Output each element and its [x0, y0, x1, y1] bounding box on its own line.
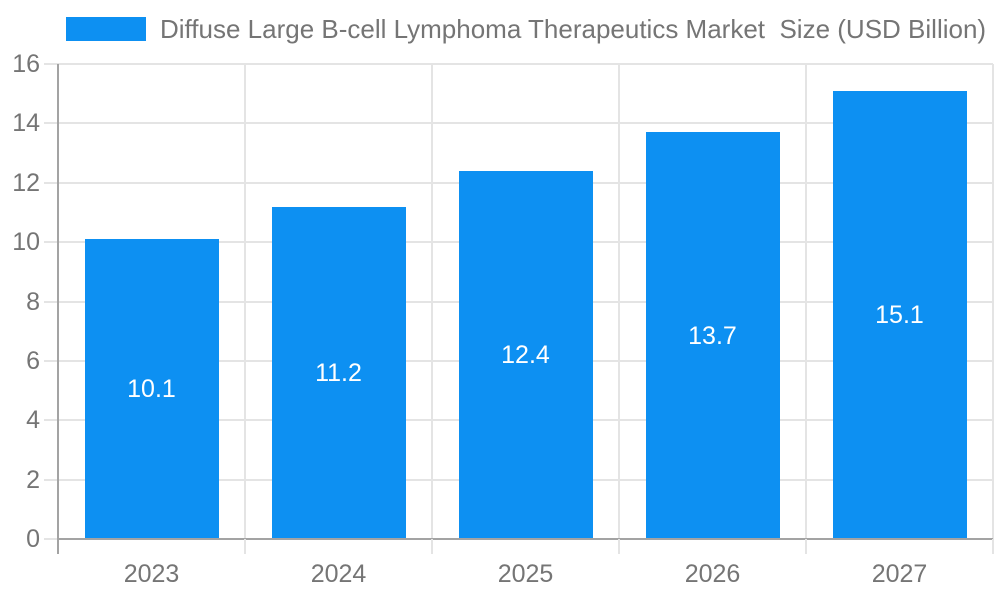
y-axis-tick-label: 2 [26, 465, 40, 494]
x-tick-mark [244, 539, 246, 554]
y-tick-mark [44, 241, 58, 244]
x-axis-tick-label: 2023 [123, 560, 180, 588]
y-tick-mark [44, 538, 58, 540]
h-gridline [58, 122, 993, 125]
bar-value-label: 13.7 [688, 321, 737, 350]
y-axis-tick-label: 14 [12, 109, 40, 138]
v-gridline [431, 64, 433, 539]
bar-value-label: 15.1 [875, 300, 924, 329]
h-gridline [58, 63, 993, 65]
x-tick-mark [618, 539, 620, 554]
bar-2026[interactable]: 13.7 [645, 132, 780, 539]
y-tick-mark [44, 181, 58, 184]
v-gridline [618, 64, 620, 539]
y-axis-tick-label: 6 [26, 346, 40, 375]
x-tick-mark [431, 539, 433, 554]
y-axis-tick-label: 12 [12, 168, 40, 197]
y-tick-mark [44, 122, 58, 125]
bar-2025[interactable]: 12.4 [458, 170, 593, 539]
x-axis-tick-label: 2026 [684, 560, 741, 588]
x-tick-mark [805, 539, 807, 554]
x-axis-line [58, 538, 993, 540]
v-gridline [992, 64, 994, 539]
v-gridline [805, 64, 807, 539]
legend-item[interactable]: Diffuse Large B-cell Lymphoma Therapeuti… [66, 14, 986, 44]
y-axis-tick-label: 16 [12, 50, 40, 78]
y-axis-tick-label: 8 [26, 287, 40, 316]
bar-2024[interactable]: 11.2 [271, 206, 406, 539]
y-axis-tick-label: 10 [12, 228, 40, 257]
y-axis-tick-label: 0 [26, 525, 40, 553]
y-tick-mark [44, 63, 58, 65]
x-axis-tick-label: 2025 [497, 560, 554, 588]
y-axis-line [57, 64, 59, 554]
y-tick-mark [44, 300, 58, 303]
bar-value-label: 12.4 [501, 340, 550, 369]
x-axis-tick-label: 2027 [871, 560, 928, 588]
y-tick-mark [44, 359, 58, 362]
y-axis-tick-label: 4 [26, 406, 40, 435]
x-tick-mark [992, 539, 994, 554]
y-tick-mark [44, 419, 58, 422]
x-axis-tick-label: 2024 [310, 560, 367, 588]
y-tick-mark [44, 478, 58, 481]
bar-2027[interactable]: 15.1 [832, 90, 967, 539]
legend-swatch [66, 17, 146, 41]
v-gridline [244, 64, 246, 539]
bar-value-label: 11.2 [315, 358, 362, 387]
legend-label: Diffuse Large B-cell Lymphoma Therapeuti… [160, 14, 987, 44]
bar-value-label: 10.1 [127, 375, 176, 404]
bar-2023[interactable]: 10.1 [84, 239, 219, 539]
